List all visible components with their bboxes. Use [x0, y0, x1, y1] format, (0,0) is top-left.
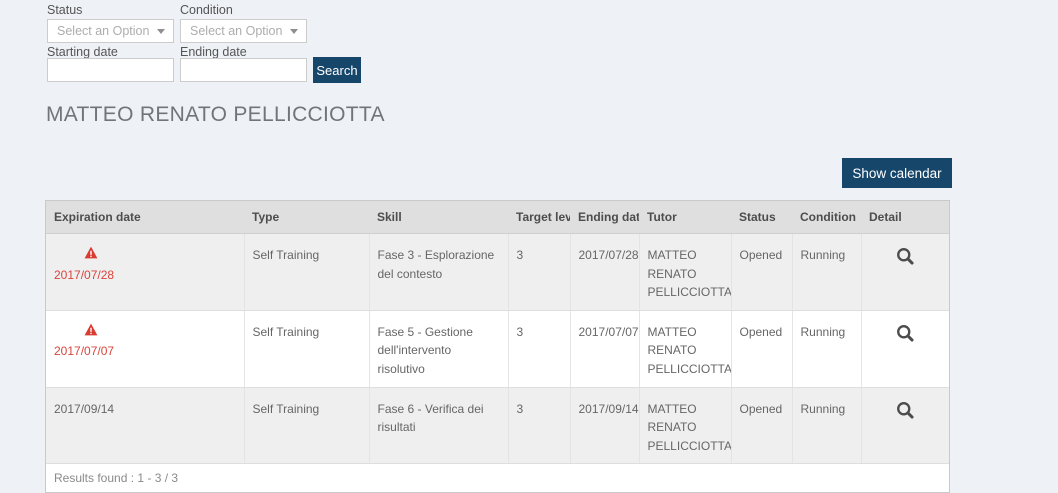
cell-condition: Running: [792, 387, 862, 465]
warning-triangle-icon: [54, 246, 236, 265]
table-row: 2017/09/14 Self Training Fase 6 - Verifi…: [46, 387, 949, 465]
chevron-down-icon: [157, 28, 165, 34]
cell-condition: Running: [792, 233, 862, 311]
cell-expiration-date: 2017/07/07: [46, 310, 245, 388]
cell-type: Self Training: [244, 233, 370, 311]
header-tutor: Tutor: [639, 201, 731, 234]
cell-skill: Fase 3 - Esplorazione del contesto: [369, 233, 509, 311]
condition-select-placeholder: Select an Option: [190, 24, 283, 38]
header-status: Status: [731, 201, 792, 234]
page-title: MATTEO RENATO PELLICCIOTTA: [46, 103, 385, 126]
results-table: Expiration date Type Skill Target level …: [45, 200, 950, 493]
header-skill: Skill: [369, 201, 508, 234]
expiration-date-text: 2017/07/28: [54, 267, 115, 282]
cell-ending-date: 2017/07/28: [570, 233, 640, 311]
cell-type: Self Training: [244, 310, 370, 388]
cell-tutor: MATTEO RENATO PELLICCIOTTA: [639, 233, 732, 311]
cell-ending-date: 2017/09/14: [570, 387, 640, 465]
cell-expiration-date: 2017/07/28: [46, 233, 245, 311]
chevron-down-icon: [290, 28, 298, 34]
status-select[interactable]: Select an Option: [47, 19, 174, 43]
warning-triangle-icon: [54, 323, 236, 342]
condition-select[interactable]: Select an Option: [180, 19, 307, 43]
cell-condition: Running: [792, 310, 862, 388]
expiration-date-text: 2017/09/14: [54, 401, 115, 416]
table-row: 2017/07/07 Self Training Fase 5 - Gestio…: [46, 310, 949, 388]
cell-expiration-date: 2017/09/14: [46, 387, 245, 465]
header-condition: Condition: [792, 201, 861, 234]
header-target-level: Target level: [508, 201, 570, 234]
magnifier-icon: [895, 324, 916, 347]
header-ending-date: Ending date: [570, 201, 639, 234]
cell-target-level: 3: [508, 387, 571, 465]
detail-button[interactable]: [893, 321, 918, 349]
magnifier-icon: [895, 248, 916, 270]
starting-date-input[interactable]: [47, 58, 174, 82]
detail-button[interactable]: [893, 244, 918, 272]
cell-tutor: MATTEO RENATO PELLICCIOTTA: [639, 310, 732, 388]
header-expiration-date: Expiration date: [46, 201, 244, 234]
cell-skill: Fase 6 - Verifica dei risultati: [369, 387, 509, 465]
expiration-date-text: 2017/07/07: [54, 344, 115, 359]
results-count: Results found : 1 - 3 / 3: [46, 464, 949, 493]
status-label: Status: [47, 3, 83, 17]
header-type: Type: [244, 201, 369, 234]
starting-date-label: Starting date: [47, 45, 118, 59]
cell-target-level: 3: [508, 310, 571, 388]
status-select-placeholder: Select an Option: [57, 24, 150, 38]
cell-type: Self Training: [244, 387, 370, 465]
cell-skill: Fase 5 - Gestione dell'intervento risolu…: [369, 310, 509, 388]
cell-status: Opened: [731, 233, 793, 311]
cell-target-level: 3: [508, 233, 571, 311]
magnifier-icon: [895, 401, 916, 424]
cell-status: Opened: [731, 387, 793, 465]
cell-ending-date: 2017/07/07: [570, 310, 640, 388]
table-row: 2017/07/28 Self Training Fase 3 - Esplor…: [46, 233, 949, 311]
cell-detail: [861, 387, 949, 465]
detail-button[interactable]: [893, 398, 918, 426]
header-detail: Detail: [861, 201, 949, 234]
cell-detail: [861, 310, 949, 388]
cell-detail: [861, 233, 949, 311]
ending-date-input[interactable]: [180, 58, 307, 82]
table-header-row: Expiration date Type Skill Target level …: [46, 201, 949, 234]
condition-label: Condition: [180, 3, 233, 17]
search-button[interactable]: Search: [313, 57, 361, 83]
cell-status: Opened: [731, 310, 793, 388]
ending-date-label: Ending date: [180, 45, 247, 59]
cell-tutor: MATTEO RENATO PELLICCIOTTA: [639, 387, 732, 465]
show-calendar-button[interactable]: Show calendar: [842, 158, 952, 188]
page: { "filters": { "status": { "label": "Sta…: [45, 3, 952, 493]
